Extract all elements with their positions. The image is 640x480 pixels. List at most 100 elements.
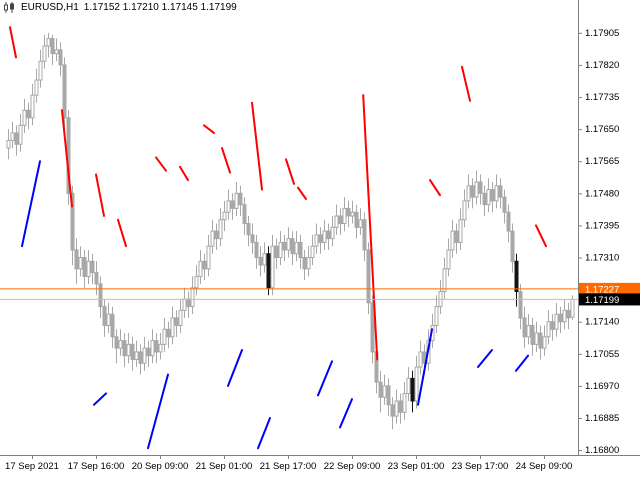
candle-body [458,219,463,243]
price-scale[interactable]: 1.17905 1.17820 1.17735 1.17650 1.17565 1.174… [578,28,619,456]
candle-body [98,283,103,308]
candle-body [414,366,419,402]
candle-body [286,238,291,251]
x-tick-label: 21 Sep 01:00 [196,461,253,472]
candle-body [238,192,243,206]
candle-body [262,253,267,266]
candle-body [510,230,515,262]
x-tick-label: 20 Sep 09:00 [132,461,189,472]
candle-body [158,343,163,353]
candle-body [570,298,575,318]
candle-body [50,38,55,55]
candle-body [230,200,235,209]
candle-body [522,317,527,338]
bid-price-line-tag [579,293,640,306]
candle-body [346,207,351,217]
candle-body [530,324,535,345]
y-tick-label: 1.17395 [585,220,619,231]
horizontal-lines-layer[interactable] [0,288,578,300]
candle-body [490,189,495,202]
time-scale[interactable]: 17 Sep 2021 17 Sep 16:00 20 Sep 09:00 21 Se… [5,455,572,472]
candle-body [446,249,451,270]
candle-body [82,257,87,277]
candle-body [62,64,67,119]
candle-body [86,260,91,277]
candle-body [378,381,383,398]
candle-body [166,328,171,338]
candle-body [90,260,95,274]
candle-body [382,385,387,398]
candle-body [546,321,551,338]
candle-body [558,313,563,323]
candle-body [226,200,231,213]
candle-body [214,230,219,240]
trend-segment-up [339,398,353,429]
candle-body [282,241,287,251]
candle-body [334,215,339,228]
candle-body [386,385,391,406]
candle-body [18,124,23,145]
candle-body [138,351,143,364]
trend-segment-down [117,218,127,248]
candle-body [518,291,523,319]
candle-body [58,49,63,66]
candle-body [450,230,455,251]
candle-body [162,328,167,345]
candle-body [342,207,347,225]
candle-body [398,400,403,413]
y-tick-label: 1.17480 [585,188,619,199]
candle-body [170,317,175,338]
candle-body [234,192,239,209]
candle-body [506,211,511,232]
candle-body [302,257,307,270]
candle-body [130,343,135,360]
candle-body [38,60,43,81]
candle-body [26,109,31,119]
candle-body [418,351,423,368]
candle-body [218,219,223,240]
candle-body [550,321,555,330]
orange-level-line-tag-label: 1.17227 [585,284,619,295]
trend-segment-up [21,160,41,248]
candle-body [106,313,111,326]
y-tick-label: 1.16800 [585,445,619,456]
candle-body [274,245,279,259]
trend-segment-down [95,173,105,217]
candle-body [358,219,363,228]
candle-body [298,241,303,259]
candle-body [210,230,215,247]
trend-segment-up [227,349,243,387]
x-tick-label: 24 Sep 09:00 [516,461,573,472]
axes-layer [0,0,640,456]
y-tick-label: 1.17565 [585,156,619,167]
candle-body [474,181,479,198]
trend-segment-up [147,373,169,450]
y-tick-label: 1.17140 [585,317,619,328]
candle-body [134,351,139,360]
candle-body [482,192,487,206]
candle-body [70,192,75,251]
candle-body [442,268,447,293]
candle-body [350,211,355,217]
candle-body [110,313,115,338]
bid-price-line-tag-label: 1.17199 [585,295,619,306]
candle-body [310,245,315,259]
candle-body [330,226,335,240]
candle-body [470,185,475,198]
candle-body [126,343,131,357]
candle-body [30,94,35,119]
trend-segment-down [179,165,189,182]
candle-body [502,196,507,213]
candle-body [6,139,11,149]
candle-body [566,309,571,319]
candle-body [402,392,407,413]
trend-segment-down [429,179,441,197]
candle-body [270,245,275,289]
candle-body [406,377,411,394]
candle-body [242,204,247,225]
candle-body [554,313,559,330]
candle-body [338,215,343,225]
candle-body [182,298,187,311]
